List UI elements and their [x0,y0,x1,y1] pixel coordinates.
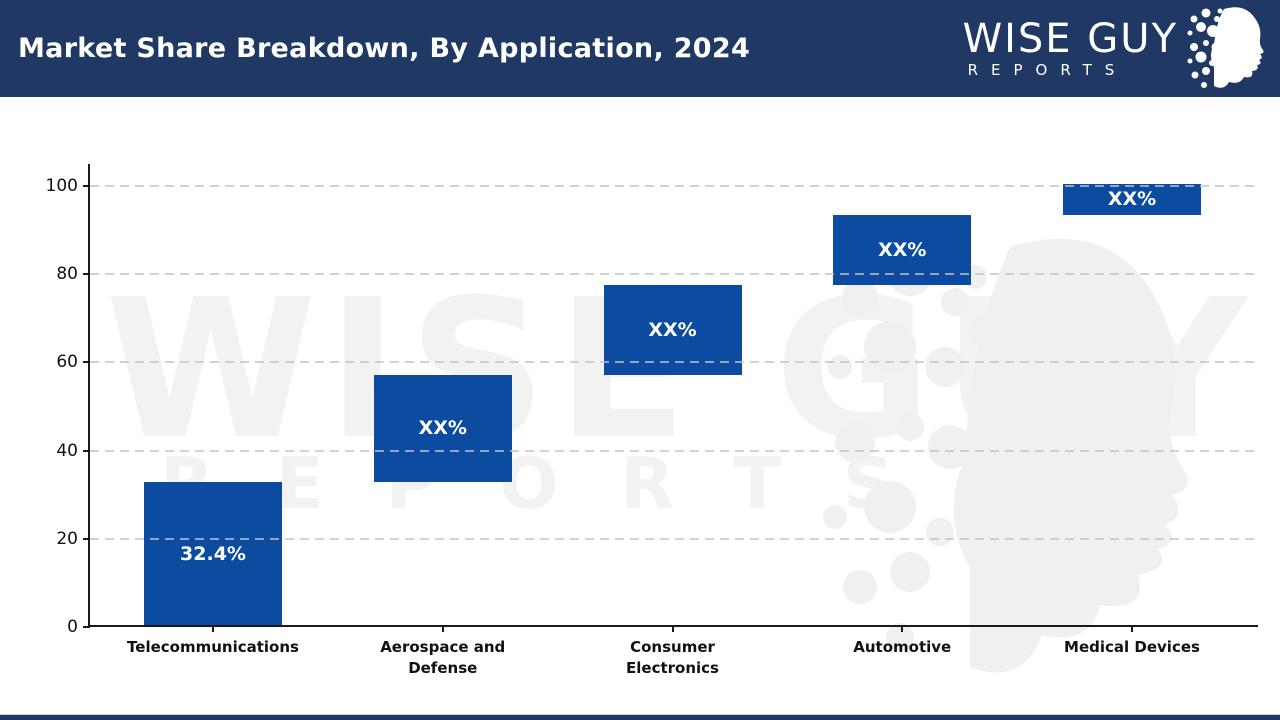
y-axis-tick-label: 100 [45,176,78,197]
y-axis-tick-mark [83,185,90,188]
x-axis-category-label: Automotive [792,637,1012,658]
x-axis-category-label-line: Automotive [853,638,952,656]
logo-wordmark: WISE GUY REPORTS [963,19,1178,79]
x-axis-category-label: Consumer Electronics [563,637,783,679]
bar-segment-aerospace-and-defense[interactable]: XX% [373,374,512,483]
y-axis-tick-label: 20 [56,528,78,549]
bar-value-label: XX% [418,417,467,440]
logo-brand-subtitle: REPORTS [967,60,1128,79]
y-axis-tick-label: 40 [56,440,78,461]
x-axis-tick-mark [212,625,214,632]
bar-value-label: XX% [648,319,697,342]
chart-title: Market Share Breakdown, By Application, … [18,33,751,64]
wise-guy-logo: WISE GUY REPORTS [963,0,1266,97]
header-bar: Market Share Breakdown, By Application, … [0,0,1280,97]
y-axis-tick-label: 60 [56,352,78,373]
y-axis-tick-mark [83,449,90,452]
y-axis-tick-label: 80 [56,264,78,285]
y-gridline [90,361,1258,364]
x-axis-tick-mark [441,625,444,632]
y-gridline [90,537,1258,540]
y-axis-tick-mark [83,537,90,540]
y-gridline [90,273,1258,276]
y-gridline [90,185,1258,188]
x-axis-tick-mark [671,625,674,632]
y-axis-tick-mark [83,361,90,364]
x-axis-category-label-line: Telecommunications [127,638,299,656]
bar-segment-consumer-electronics[interactable]: XX% [603,285,742,375]
bar-value-label: XX% [878,239,927,262]
x-axis-category-label-line: Aerospace and [380,638,506,656]
x-axis-category-label: Aerospace and Defense [333,637,553,679]
y-axis-tick-mark [83,626,90,628]
x-axis-category-label-line: Consumer [630,638,715,656]
x-axis-tick-mark [901,625,904,632]
logo-brand-name: WISE GUY [962,15,1178,62]
footer-bar [0,714,1280,720]
plot-area: 0 20 40 60 80 100 32.4% XX% XX% XX% XX% Telecommuni… [46,164,1258,677]
y-gridline [90,449,1258,452]
y-axis-tick-mark [83,273,90,276]
bar-value-label: XX% [1107,188,1157,211]
x-axis-category-label: Telecommunications [103,637,323,658]
bar-segment-medical-devices[interactable]: XX% [1063,184,1201,215]
y-axis-tick-label: 0 [67,617,78,637]
chart-canvas: WISE GUY REPORTS 0 20 40 60 80 100 32.4% XX% XX%… [0,97,1280,714]
x-axis-tick-mark [1131,625,1133,632]
x-axis-category-label-line: Defense [408,659,478,677]
bar-segment-telecommunications[interactable]: 32.4% [144,482,282,625]
x-axis-category-label-line: Electronics [626,659,719,677]
logo-face-icon [1187,6,1264,88]
bar-value-label: 32.4% [180,542,246,565]
x-axis-category-label-line: Medical Devices [1064,638,1200,656]
x-axis-category-label: Medical Devices [1022,637,1242,658]
